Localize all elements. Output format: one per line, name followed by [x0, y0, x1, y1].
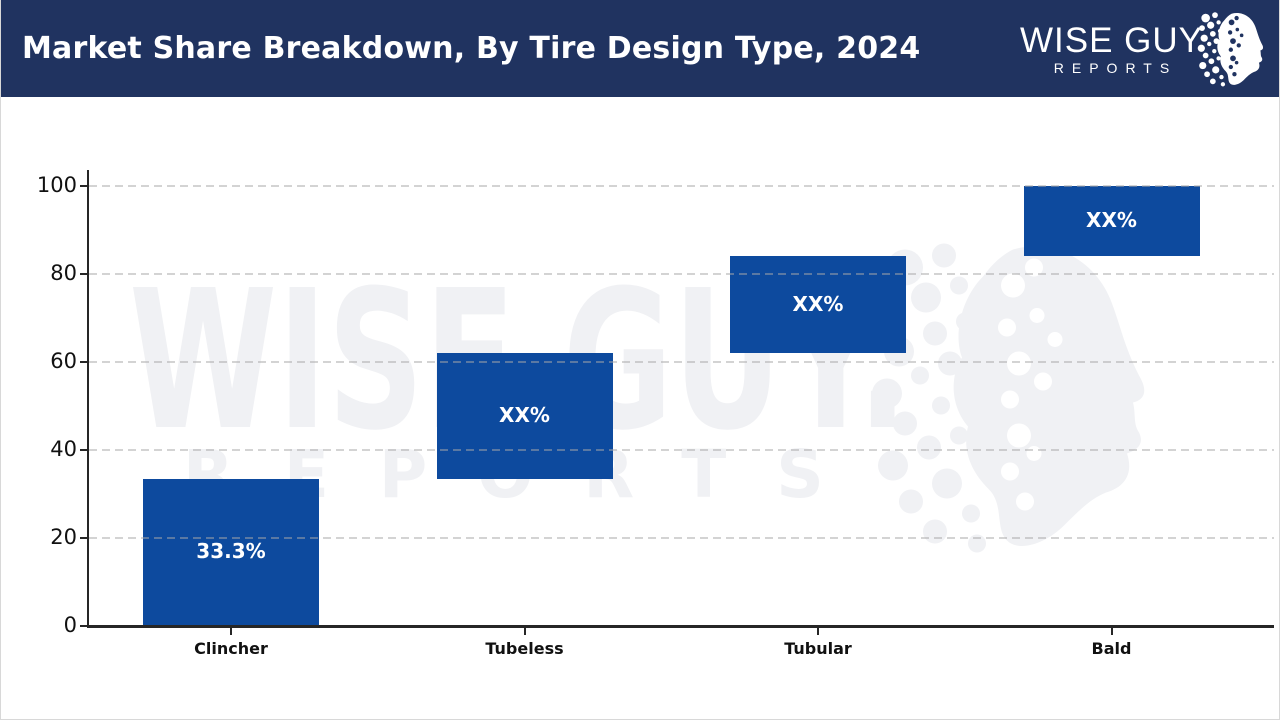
bar-value-label: XX% [1086, 207, 1137, 232]
x-axis-line [87, 625, 1274, 628]
bar-tubeless [436, 352, 613, 480]
y-tick-label: 20 [50, 524, 77, 549]
y-tick-mark [80, 272, 88, 275]
y-tick-mark [80, 448, 88, 451]
x-category-label-bald: Bald [1091, 639, 1132, 658]
bar-value-label: XX% [792, 291, 844, 316]
y-tick-mark [80, 624, 88, 627]
y-tick-mark [80, 360, 88, 363]
y-tick-label: 60 [50, 348, 77, 373]
y-axis-line [87, 170, 89, 628]
x-category-label-clincher: Clincher [194, 639, 268, 658]
x-category-label-tubeless: Tubeless [485, 639, 564, 658]
logo-reports-text: REPORTS [1053, 59, 1178, 76]
gridline-80 [89, 272, 1274, 275]
bar-clincher [143, 479, 319, 626]
logo-wise-guy-text: WISE GUY [1019, 20, 1203, 60]
x-category-label-tubular: Tubular [784, 639, 852, 658]
bar-value-label: XX% [499, 402, 550, 427]
wise-guy-reports-logo: WISE GUY REPORTS [1020, 6, 1269, 92]
gridline-60 [89, 360, 1274, 363]
x-tick-mark [1110, 628, 1113, 635]
y-tick-label: 0 [63, 612, 77, 637]
x-tick-mark [230, 628, 232, 635]
y-tick-label: 100 [36, 172, 77, 197]
x-tick-mark [817, 628, 819, 635]
header-banner: Market Share Breakdown, By Tire Design T… [1, 0, 1279, 97]
watermark-head-icon [869, 224, 1169, 569]
gridline-100 [89, 184, 1274, 187]
x-tick-mark [523, 628, 526, 635]
logo-wordmark: WISE GUY REPORTS [1019, 20, 1203, 76]
bar-bald [1023, 185, 1200, 257]
gridline-40 [89, 448, 1274, 451]
gridline-20 [89, 536, 1274, 539]
y-tick-mark [80, 536, 88, 539]
y-tick-label: 40 [50, 436, 77, 461]
page-title: Market Share Breakdown, By Tire Design T… [22, 31, 921, 66]
bar-tubular [730, 256, 906, 353]
y-tick-label: 80 [50, 260, 77, 285]
bar-value-label: 33.3% [196, 539, 266, 564]
y-tick-mark [80, 184, 88, 187]
